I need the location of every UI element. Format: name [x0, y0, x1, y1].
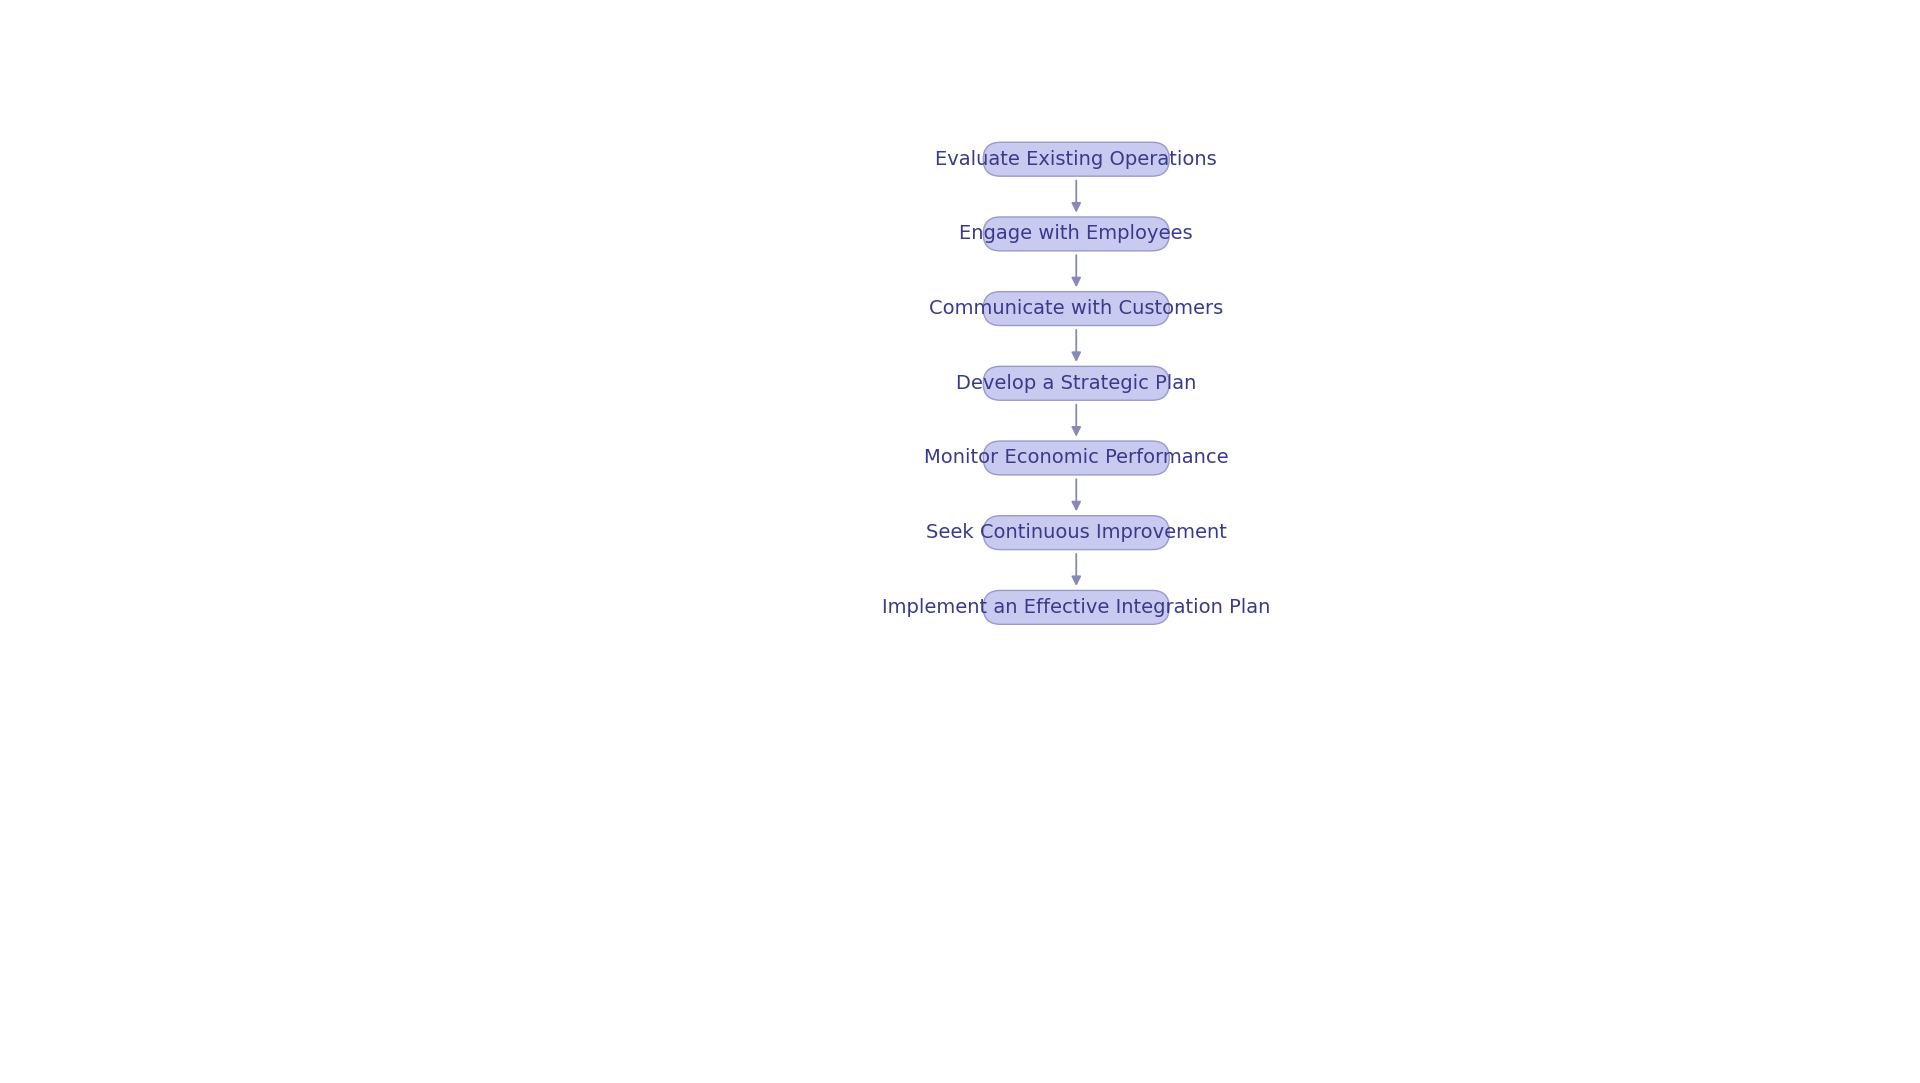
FancyBboxPatch shape	[983, 142, 1169, 177]
FancyBboxPatch shape	[983, 217, 1169, 251]
Text: Engage with Employees: Engage with Employees	[960, 224, 1192, 244]
FancyBboxPatch shape	[983, 590, 1169, 624]
Text: Monitor Economic Performance: Monitor Economic Performance	[924, 448, 1229, 468]
Text: Seek Continuous Improvement: Seek Continuous Improvement	[925, 523, 1227, 543]
FancyBboxPatch shape	[983, 291, 1169, 326]
Text: Evaluate Existing Operations: Evaluate Existing Operations	[935, 149, 1217, 169]
FancyBboxPatch shape	[983, 516, 1169, 549]
Text: Communicate with Customers: Communicate with Customers	[929, 299, 1223, 318]
FancyBboxPatch shape	[983, 366, 1169, 401]
Text: Implement an Effective Integration Plan: Implement an Effective Integration Plan	[881, 598, 1271, 617]
FancyBboxPatch shape	[983, 441, 1169, 475]
Text: Develop a Strategic Plan: Develop a Strategic Plan	[956, 374, 1196, 393]
